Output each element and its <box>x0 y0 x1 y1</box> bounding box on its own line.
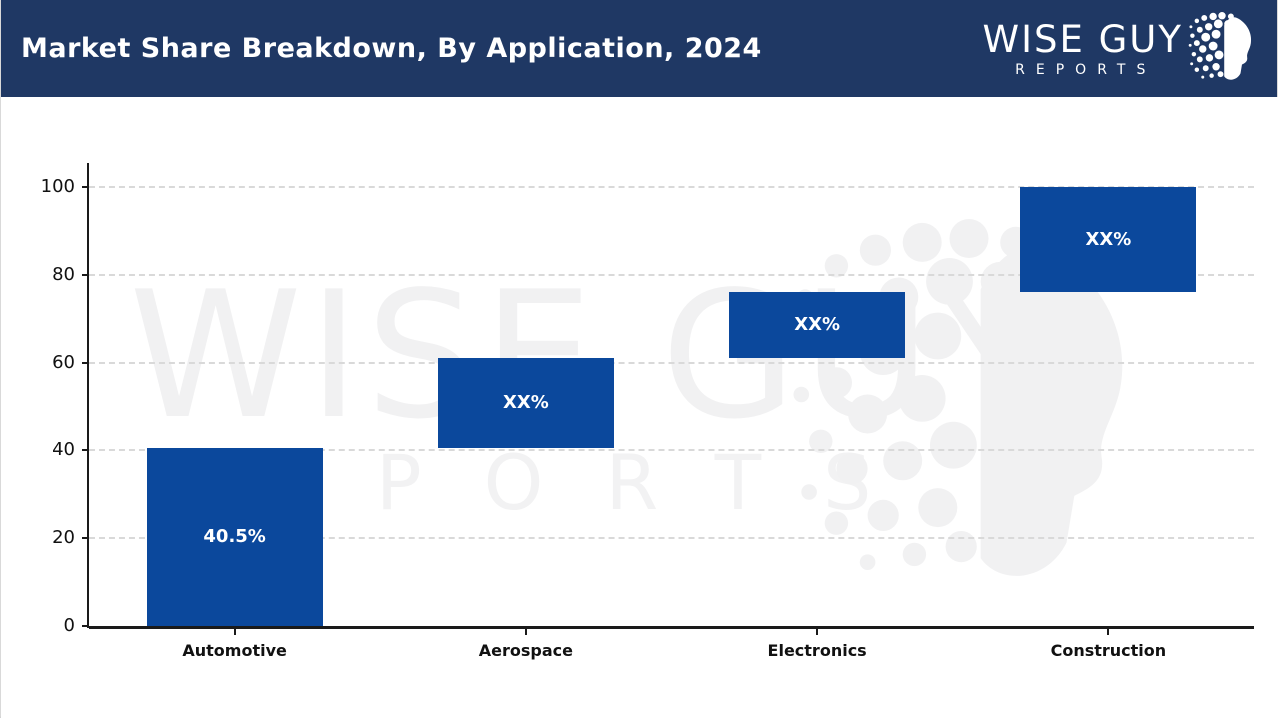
x-axis-line <box>89 626 1254 629</box>
y-tick-label: 20 <box>52 527 75 549</box>
gridline <box>89 449 1254 452</box>
y-tick <box>82 625 89 627</box>
bar-construction: XX% <box>1020 187 1197 293</box>
x-tick <box>1107 629 1110 635</box>
bar-automotive: 40.5% <box>146 448 323 626</box>
x-tick <box>233 629 236 635</box>
y-tick-label: 0 <box>63 615 75 636</box>
plot: WISE GUY REPORTS 0 20 40 60 80 100 40.5% Automo… <box>1 97 1279 718</box>
y-tick <box>82 273 89 276</box>
category-label-construction: Construction <box>1050 641 1167 660</box>
y-tick <box>82 361 89 364</box>
y-tick <box>82 186 89 188</box>
y-axis-spine <box>87 163 89 628</box>
brand-logo: WISE GUY REPORTS <box>983 8 1259 90</box>
x-tick <box>816 629 819 635</box>
y-tick-label: 40 <box>52 439 75 461</box>
category-label-aerospace: Aerospace <box>478 641 573 660</box>
y-tick-label: 80 <box>52 263 75 285</box>
brand-name: WISE GUY <box>982 17 1183 61</box>
bar-value-label: XX% <box>794 314 841 336</box>
bar-value-label: XX% <box>1085 228 1132 250</box>
page-title: Market Share Breakdown, By Application, … <box>21 33 762 64</box>
logo-face-icon <box>1188 11 1252 80</box>
x-tick <box>524 629 527 635</box>
brand-logo-text: WISE GUY REPORTS <box>983 21 1183 77</box>
bar-value-label: 40.5% <box>203 526 266 548</box>
bar-value-label: XX% <box>502 392 549 414</box>
y-tick <box>82 449 89 452</box>
y-tick-label: 100 <box>40 176 75 197</box>
header-bar: Market Share Breakdown, By Application, … <box>1 0 1277 97</box>
category-label-electronics: Electronics <box>767 641 867 660</box>
category-label-automotive: Automotive <box>182 641 287 660</box>
gridline <box>89 273 1254 276</box>
brand-subname: REPORTS <box>1015 61 1157 78</box>
gridline <box>89 361 1254 364</box>
bar-electronics: XX% <box>729 292 906 359</box>
y-tick <box>82 537 89 540</box>
gridline <box>89 537 1254 540</box>
bar-aerospace: XX% <box>437 358 614 449</box>
gridline <box>89 186 1254 188</box>
y-tick-label: 60 <box>52 351 75 373</box>
